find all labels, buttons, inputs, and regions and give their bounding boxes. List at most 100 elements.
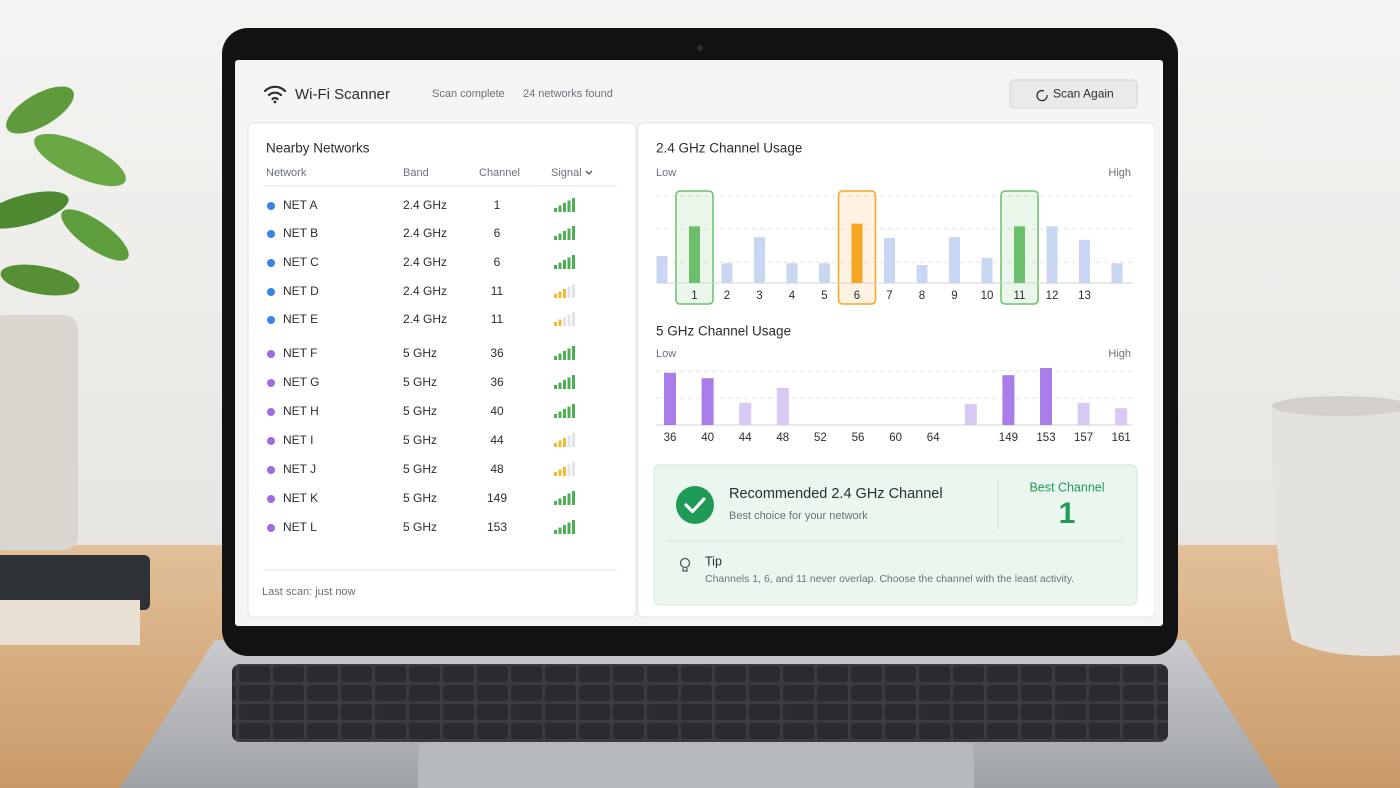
channel-label: 40 (701, 432, 714, 444)
network-name: NET C (283, 255, 319, 269)
signal-bar (572, 433, 575, 447)
signal-bar (558, 319, 562, 326)
recommendation-subtitle: Best choice for your network (729, 510, 868, 522)
channel-label: 6 (854, 290, 860, 302)
network-name: NET J (283, 462, 316, 476)
network-name: NET A (283, 198, 317, 212)
network-name: NET F (283, 346, 317, 360)
chart-title: 2.4 GHz Channel Usage (656, 141, 802, 156)
signal-bar (563, 467, 566, 476)
band-dot (267, 316, 275, 324)
scan-status: Scan complete (432, 88, 505, 100)
signal-bar (567, 314, 571, 326)
signal-bar (558, 527, 562, 534)
usage-bar (819, 263, 830, 283)
network-name: NET I (283, 433, 313, 447)
signal-bar (558, 205, 562, 212)
high-label: High (1108, 167, 1131, 179)
recommendation-title: Recommended 2.4 GHz Channel (729, 486, 943, 502)
button-label[interactable]: Scan Again (1053, 87, 1114, 101)
usage-bar (1079, 239, 1090, 283)
signal-strength (554, 226, 575, 240)
signal-bar (567, 493, 571, 505)
network-channel: 40 (490, 404, 504, 418)
low-label: Low (656, 348, 676, 360)
band-dot (267, 230, 275, 238)
signal-bar (567, 200, 571, 212)
tip-text: Channels 1, 6, and 11 never overlap. Cho… (705, 573, 1074, 585)
signal-bar (572, 462, 575, 476)
channel-label: 1 (691, 290, 697, 302)
channel-label: 10 (981, 290, 994, 302)
band-dot (267, 202, 275, 210)
usage-bar (1115, 408, 1128, 425)
signal-bar (563, 438, 566, 447)
network-channel: 1 (494, 198, 501, 212)
signal-bar (554, 265, 557, 269)
usage-bar (786, 263, 798, 283)
usage-bar (721, 263, 733, 283)
channel-label: 161 (1112, 432, 1131, 444)
band-dot (267, 495, 275, 503)
signal-bar (554, 208, 557, 212)
networks-panel (247, 122, 637, 618)
signal-bar (567, 348, 571, 360)
best-channel-label: Best Channel (1029, 480, 1104, 494)
signal-bar (567, 406, 571, 418)
usage-bar (1111, 263, 1123, 283)
usage-bar (1040, 368, 1052, 425)
signal-bar (572, 520, 575, 534)
network-name: NET L (283, 520, 317, 534)
mug (1272, 396, 1400, 656)
signal-bar (558, 469, 562, 476)
signal-bar (558, 262, 562, 269)
band-dot (267, 466, 275, 474)
signal-bar (558, 233, 562, 240)
signal-strength (554, 462, 575, 476)
signal-strength (554, 375, 575, 389)
best-channel-value: 1 (1059, 497, 1076, 530)
recommendation-card (653, 464, 1138, 606)
book (0, 555, 150, 645)
chart-title: 5 GHz Channel Usage (656, 324, 791, 339)
channel-label: 44 (739, 432, 752, 444)
usage-bar (884, 238, 895, 283)
column-header: Channel (479, 167, 520, 179)
signal-bar (567, 435, 571, 447)
signal-bar (554, 530, 557, 534)
network-name: NET B (283, 226, 318, 240)
channel-label: 4 (789, 290, 796, 302)
channel-label: 153 (1036, 432, 1055, 444)
signal-strength (554, 491, 575, 505)
network-channel: 6 (494, 255, 501, 269)
signal-bar (554, 294, 557, 298)
signal-bar (572, 255, 575, 269)
signal-strength (554, 284, 575, 298)
signal-strength (554, 198, 575, 212)
signal-bar (563, 203, 566, 212)
signal-bar (563, 317, 566, 326)
signal-bar (558, 382, 562, 389)
signal-strength (554, 433, 575, 447)
scan-again-button[interactable]: Scan Again (1009, 79, 1138, 109)
last-scan: Last scan: just now (262, 586, 356, 598)
channel-label: 5 (821, 290, 827, 302)
high-label: High (1108, 348, 1131, 360)
network-band: 2.4 GHz (403, 255, 447, 269)
usage-bar (981, 257, 993, 283)
signal-bar (572, 198, 575, 212)
signal-bar (554, 236, 557, 240)
band-dot (267, 524, 275, 532)
channel-label: 56 (852, 432, 865, 444)
network-band: 5 GHz (403, 346, 437, 360)
signal-bar (554, 385, 557, 389)
network-count: 24 networks found (523, 88, 613, 100)
signal-bar (558, 411, 562, 418)
network-name: NET E (283, 312, 318, 326)
network-channel: 149 (487, 491, 507, 505)
bulb-icon (679, 557, 691, 572)
signal-bar (554, 443, 557, 447)
network-channel: 36 (490, 346, 504, 360)
check-mark (684, 497, 706, 514)
signal-bar (572, 284, 575, 298)
